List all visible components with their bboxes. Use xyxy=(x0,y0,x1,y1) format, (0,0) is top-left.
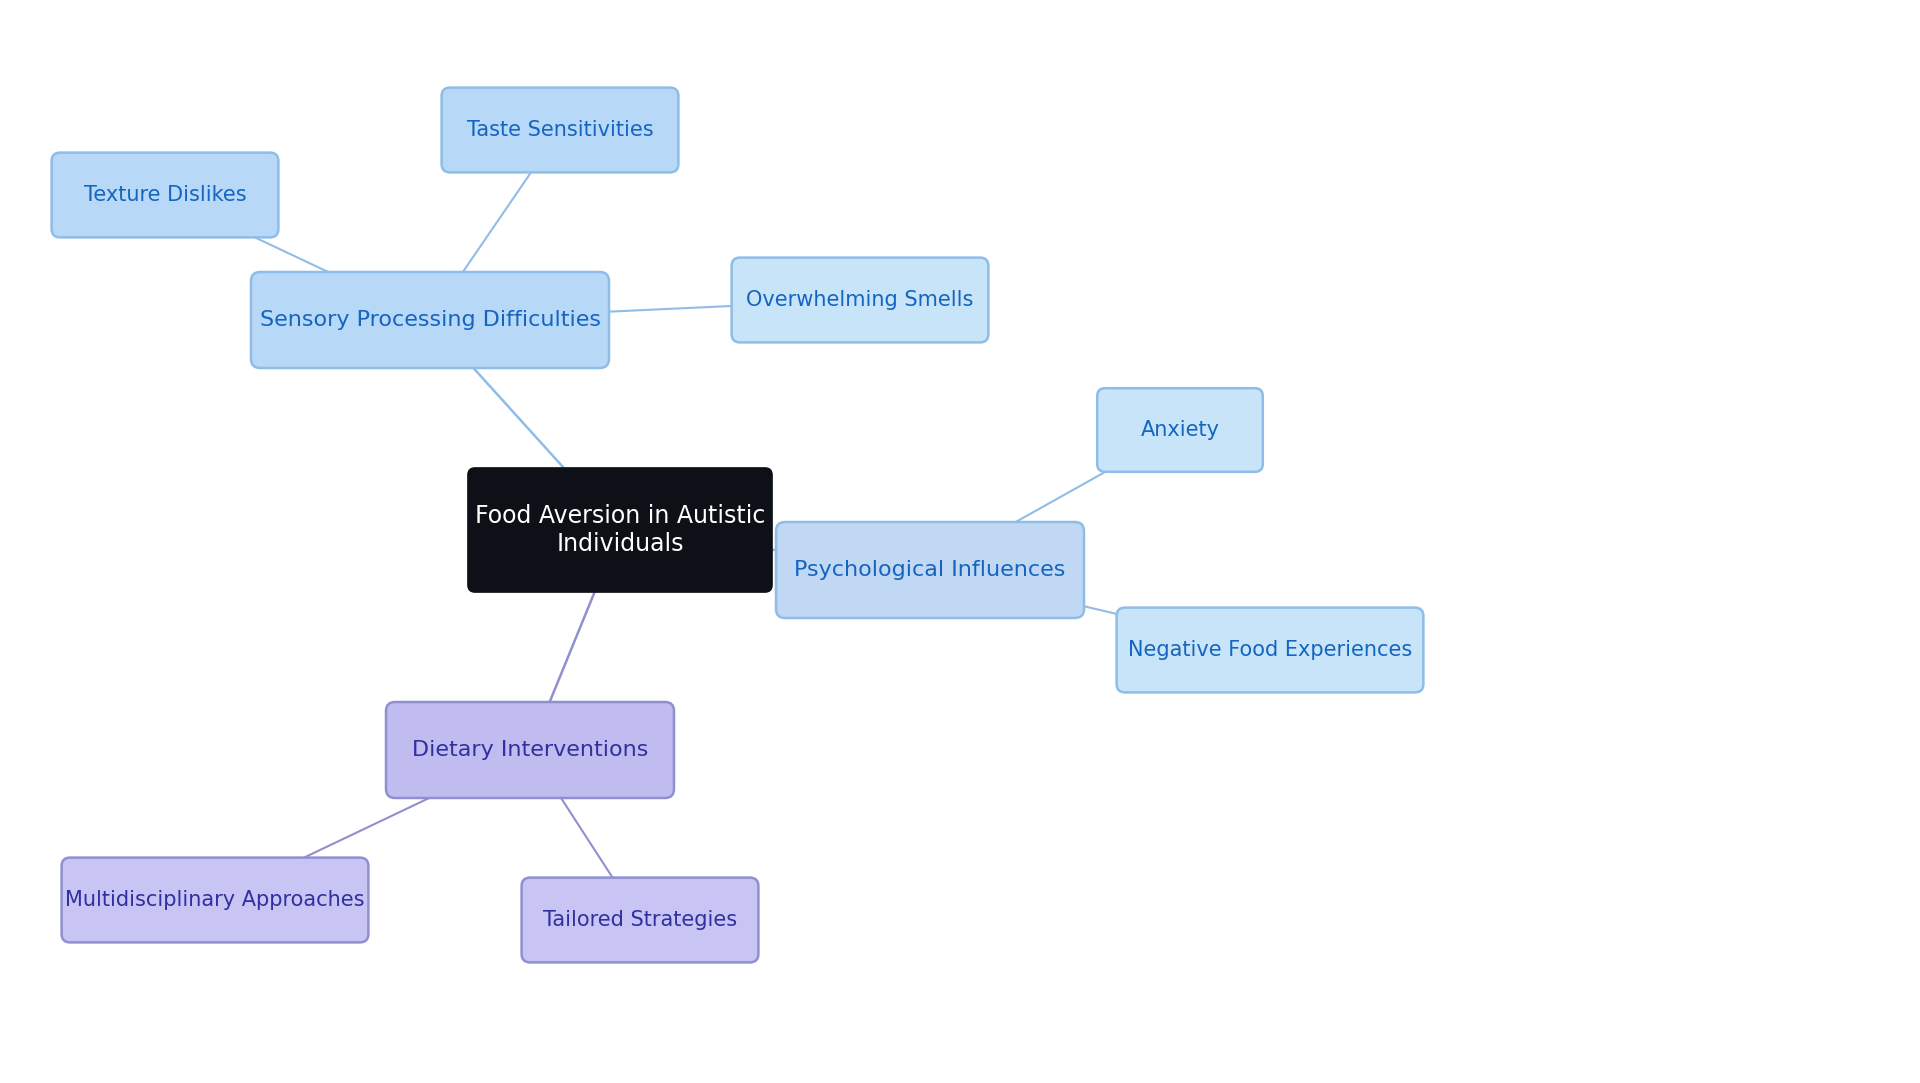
FancyBboxPatch shape xyxy=(1096,388,1263,472)
FancyBboxPatch shape xyxy=(1117,608,1423,692)
Text: Sensory Processing Difficulties: Sensory Processing Difficulties xyxy=(259,310,601,330)
FancyBboxPatch shape xyxy=(522,877,758,963)
Text: Taste Sensitivities: Taste Sensitivities xyxy=(467,120,653,140)
Text: Food Aversion in Autistic
Individuals: Food Aversion in Autistic Individuals xyxy=(474,504,766,556)
Text: Tailored Strategies: Tailored Strategies xyxy=(543,910,737,930)
Text: Psychological Influences: Psychological Influences xyxy=(795,560,1066,580)
FancyBboxPatch shape xyxy=(468,469,772,591)
Text: Anxiety: Anxiety xyxy=(1140,420,1219,440)
FancyBboxPatch shape xyxy=(61,858,369,942)
FancyBboxPatch shape xyxy=(386,702,674,798)
Text: Texture Dislikes: Texture Dislikes xyxy=(84,185,246,205)
Text: Negative Food Experiences: Negative Food Experiences xyxy=(1127,640,1411,660)
Text: Multidisciplinary Approaches: Multidisciplinary Approaches xyxy=(65,890,365,910)
FancyBboxPatch shape xyxy=(252,272,609,368)
FancyBboxPatch shape xyxy=(732,258,989,342)
FancyBboxPatch shape xyxy=(442,88,678,172)
FancyBboxPatch shape xyxy=(52,153,278,237)
Text: Overwhelming Smells: Overwhelming Smells xyxy=(747,290,973,310)
FancyBboxPatch shape xyxy=(776,522,1085,618)
Text: Dietary Interventions: Dietary Interventions xyxy=(411,740,649,760)
